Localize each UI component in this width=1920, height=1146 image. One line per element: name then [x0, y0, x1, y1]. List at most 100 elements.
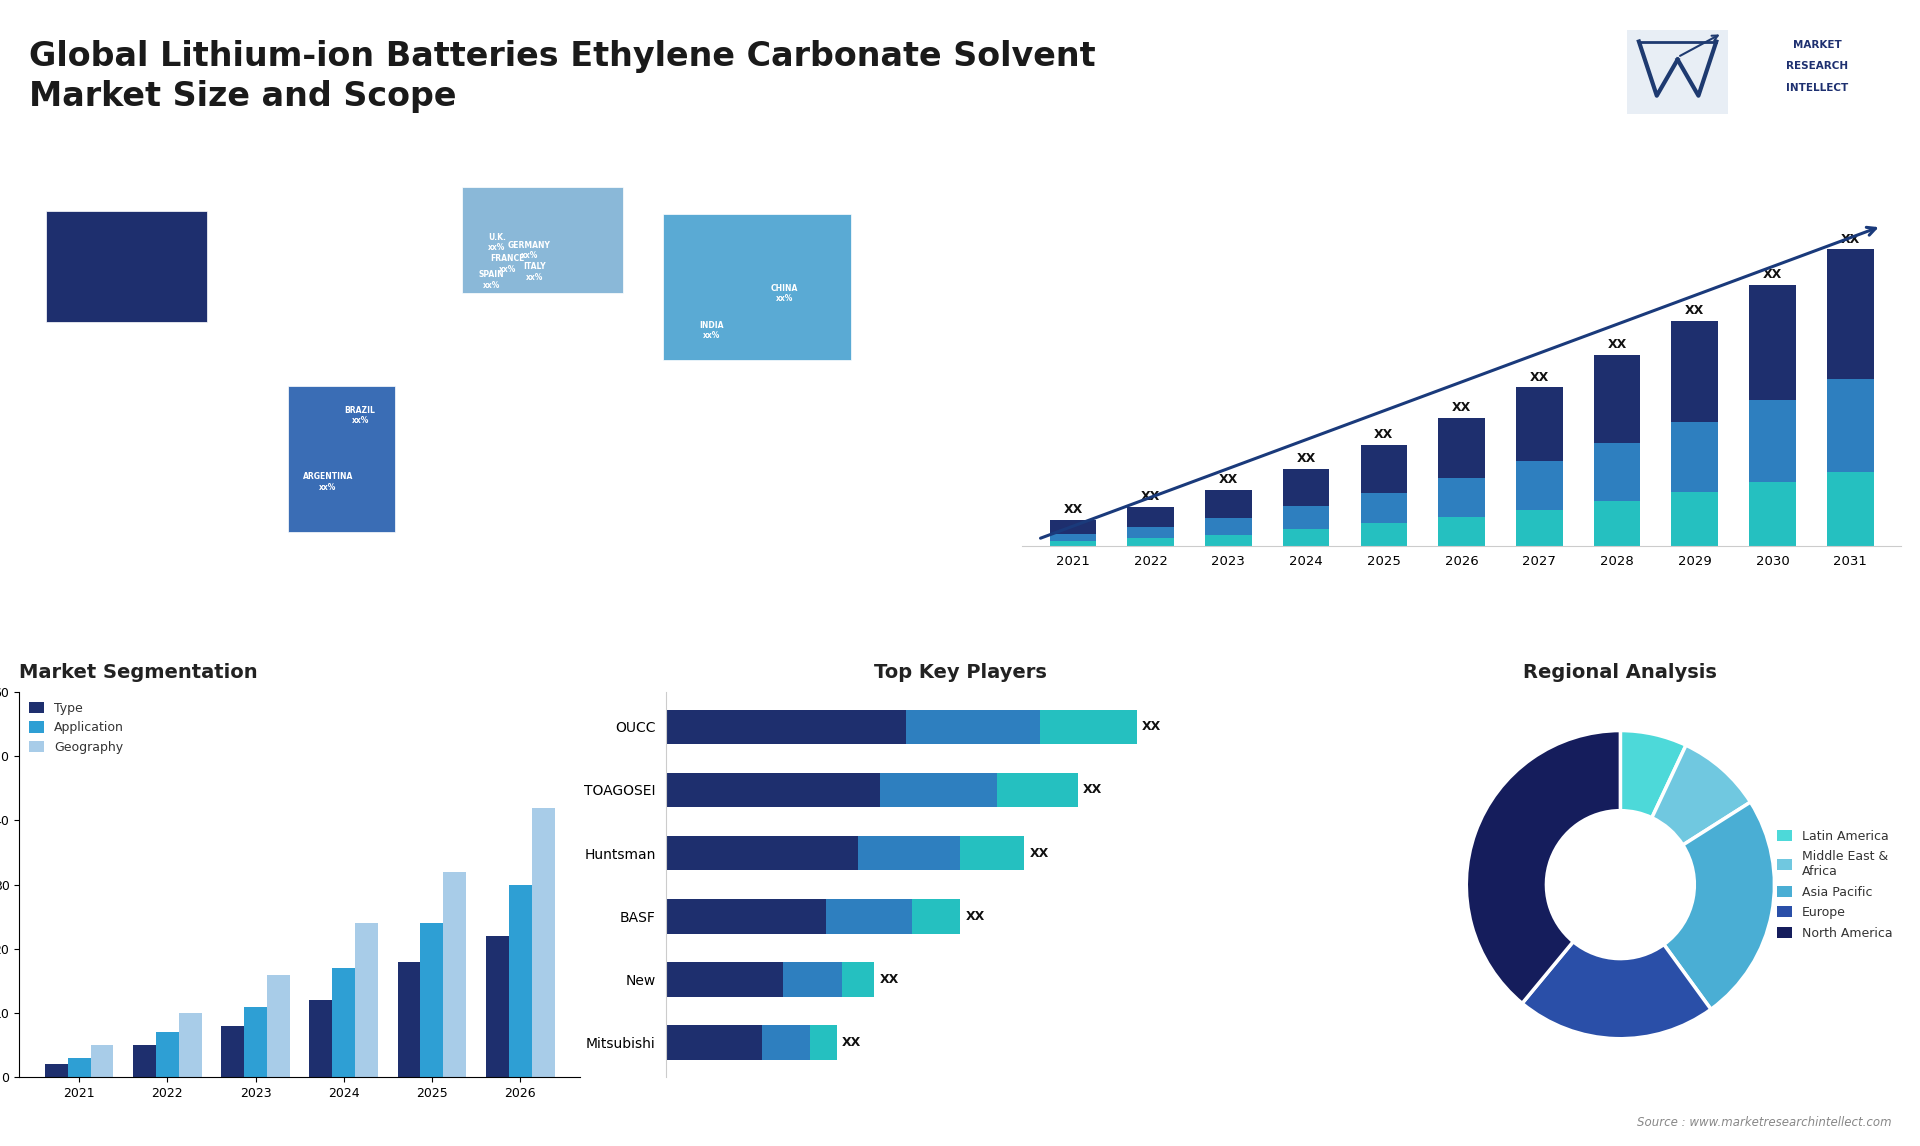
Text: FRANCE
xx%: FRANCE xx% — [490, 254, 524, 274]
Wedge shape — [1620, 730, 1686, 818]
Text: XX: XX — [1219, 473, 1238, 486]
Bar — [858, 835, 960, 871]
Polygon shape — [1626, 30, 1728, 113]
Bar — [420, 924, 444, 1077]
Bar — [1594, 442, 1640, 501]
Bar — [1283, 505, 1329, 529]
Title: Top Key Players: Top Key Players — [874, 664, 1046, 682]
Bar — [1594, 355, 1640, 442]
Text: ARGENTINA
xx%: ARGENTINA xx% — [303, 472, 353, 492]
Bar — [1672, 321, 1718, 423]
Bar — [288, 386, 396, 533]
FancyBboxPatch shape — [1597, 9, 1907, 134]
Wedge shape — [1665, 802, 1774, 1010]
Bar — [1127, 527, 1173, 539]
Text: MARKET: MARKET — [1793, 40, 1841, 49]
Text: JAPAN
xx%: JAPAN xx% — [860, 281, 885, 300]
Bar — [1828, 471, 1874, 545]
Bar — [1361, 493, 1407, 524]
Text: U.S.
xx%: U.S. xx% — [223, 275, 240, 295]
Text: XX: XX — [1296, 452, 1315, 465]
Bar — [666, 709, 906, 744]
Bar — [666, 1025, 762, 1060]
Bar — [1050, 520, 1096, 534]
Bar — [1438, 517, 1484, 545]
Bar — [463, 187, 624, 293]
Bar — [1361, 524, 1407, 545]
Bar — [244, 1006, 267, 1077]
Text: SPAIN
xx%: SPAIN xx% — [478, 270, 505, 290]
Bar — [1672, 492, 1718, 545]
Legend: Type, Application, Geography: Type, Application, Geography — [25, 698, 129, 758]
Text: XX: XX — [879, 973, 899, 986]
Bar — [762, 1025, 810, 1060]
Bar — [444, 872, 467, 1077]
Bar — [532, 808, 555, 1077]
Text: XX: XX — [1140, 490, 1160, 503]
Bar — [309, 1000, 332, 1077]
Bar — [486, 936, 509, 1077]
Text: GERMANY
xx%: GERMANY xx% — [507, 241, 551, 260]
Text: Source : www.marketresearchintellect.com: Source : www.marketresearchintellect.com — [1636, 1116, 1891, 1129]
Bar — [664, 213, 851, 360]
Bar — [179, 1013, 202, 1077]
Bar — [509, 885, 532, 1077]
Wedge shape — [1467, 730, 1620, 1004]
Text: ITALY
xx%: ITALY xx% — [524, 262, 545, 282]
Text: XX: XX — [843, 1036, 862, 1049]
Text: XX: XX — [1452, 401, 1471, 414]
Bar — [221, 1026, 244, 1077]
Title: Regional Analysis: Regional Analysis — [1523, 664, 1716, 682]
Text: Market Size and Scope: Market Size and Scope — [29, 80, 457, 113]
Text: XX: XX — [1530, 370, 1549, 384]
Bar — [1438, 418, 1484, 478]
Bar — [156, 1033, 179, 1077]
Bar — [397, 961, 420, 1077]
Bar — [267, 974, 290, 1077]
Bar — [1438, 478, 1484, 517]
Text: MEXICO
xx%: MEXICO xx% — [211, 319, 246, 338]
Text: XX: XX — [1763, 268, 1782, 281]
Text: SAUDI
ARABIA
xx%: SAUDI ARABIA xx% — [607, 307, 639, 337]
Bar — [666, 898, 826, 934]
Bar — [1050, 541, 1096, 545]
Bar — [1517, 387, 1563, 462]
Bar — [1127, 507, 1173, 527]
Bar — [1517, 462, 1563, 510]
Text: INTELLECT: INTELLECT — [1786, 83, 1849, 93]
Text: XX: XX — [966, 910, 985, 923]
Text: SOUTH
AFRICA
xx%: SOUTH AFRICA xx% — [553, 452, 586, 481]
Bar — [1206, 490, 1252, 518]
Bar — [666, 835, 858, 871]
Bar — [912, 898, 960, 934]
Bar — [1283, 529, 1329, 545]
Wedge shape — [1651, 745, 1751, 845]
Bar — [1828, 379, 1874, 471]
Bar — [1206, 534, 1252, 545]
Bar — [332, 968, 355, 1077]
Bar — [1041, 709, 1137, 744]
Bar — [1749, 481, 1795, 545]
Bar — [666, 772, 879, 807]
Bar — [67, 1058, 90, 1077]
Bar — [1672, 423, 1718, 492]
Bar — [1517, 510, 1563, 545]
Bar — [1283, 469, 1329, 505]
Bar — [355, 924, 378, 1077]
Text: XX: XX — [1029, 847, 1048, 860]
Bar — [1361, 445, 1407, 493]
Bar — [843, 961, 874, 997]
Bar — [960, 835, 1023, 871]
Text: Global Lithium-ion Batteries Ethylene Carbonate Solvent: Global Lithium-ion Batteries Ethylene Ca… — [29, 40, 1096, 73]
Bar — [1749, 400, 1795, 481]
Bar — [132, 1045, 156, 1077]
Wedge shape — [1523, 942, 1711, 1038]
Bar — [879, 772, 998, 807]
Bar — [810, 1025, 837, 1060]
Bar — [1206, 518, 1252, 534]
Text: XX: XX — [1607, 338, 1626, 351]
Text: CHINA
xx%: CHINA xx% — [770, 283, 799, 303]
Bar — [783, 961, 843, 997]
Text: CANADA
xx%: CANADA xx% — [227, 217, 263, 236]
Bar — [666, 961, 783, 997]
